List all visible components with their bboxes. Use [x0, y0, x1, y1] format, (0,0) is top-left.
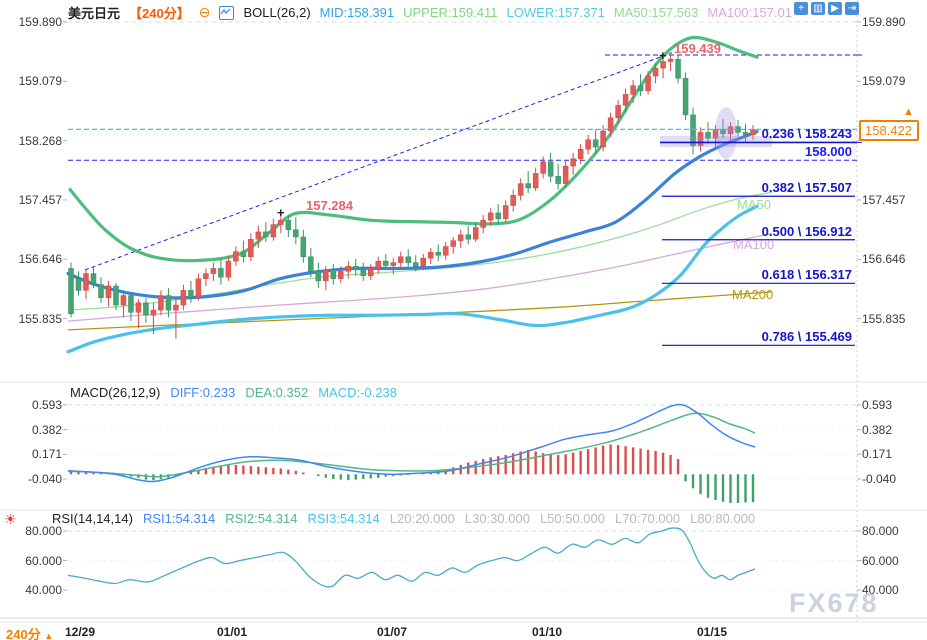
- brand-watermark: FX678: [789, 588, 879, 618]
- indicator-panel-icon[interactable]: ▥: [811, 2, 825, 15]
- boll-indicator-icon[interactable]: [219, 5, 235, 20]
- boll-params-label: BOLL(26,2): [243, 5, 311, 20]
- boll-lower-value: LOWER:157.371: [506, 5, 605, 20]
- chart-toolbar: + ▥ ▶ ⇥: [794, 2, 859, 15]
- macd-dea-value: DEA:0.352: [245, 385, 309, 400]
- macd-diff-value: DIFF:0.233: [170, 385, 236, 400]
- main-chart-header: 美元日元 【240分】 ⊖ BOLL(26,2) MID:158.391 UPP…: [68, 3, 792, 22]
- period-selector[interactable]: 240分 ▲: [6, 624, 53, 640]
- period-label: 240分: [6, 627, 41, 640]
- rsi-level-label: L70:70.000: [615, 511, 681, 526]
- rsi-level-label: L30:30.000: [464, 511, 530, 526]
- circle-minus-icon[interactable]: ⊖: [198, 4, 211, 20]
- anchor-cross-marker: +: [277, 205, 285, 220]
- indicator-settings-sun-icon[interactable]: ☀: [4, 511, 17, 527]
- chart-style-icon[interactable]: ▶: [828, 2, 842, 15]
- price-up-arrow-icon: ▲: [903, 106, 914, 119]
- rsi3-value: RSI3:54.314: [307, 511, 380, 526]
- rsi-level-label: L80:80.000: [690, 511, 756, 526]
- rsi-level-label: L20:20.000: [389, 511, 455, 526]
- boll-mid-value: MID:158.391: [319, 5, 395, 20]
- peak-price-annotation: 159.439: [674, 40, 721, 56]
- pan-crosshair-icon[interactable]: +: [794, 2, 808, 15]
- rsi-title: RSI(14,14,14): [52, 511, 133, 526]
- ma50-value: MA50:157.563: [613, 5, 699, 20]
- macd-hist-value: MACD:-0.238: [318, 385, 397, 400]
- period-dropdown-arrow-icon: ▲: [44, 631, 54, 640]
- rsi1-value: RSI1:54.314: [142, 511, 216, 526]
- symbol-name: 美元日元: [68, 6, 121, 21]
- timeframe-label: 【240分】: [129, 6, 190, 21]
- collapse-panel-icon[interactable]: ⇥: [845, 2, 859, 15]
- rsi-header: RSI(14,14,14) RSI1:54.314 RSI2:54.314 RS…: [52, 511, 755, 526]
- ma100-value: MA100:157.01: [707, 5, 792, 20]
- rsi2-value: RSI2:54.314: [225, 511, 298, 526]
- current-price-box: 158.422: [859, 120, 919, 142]
- swing-price-annotation: 157.284: [306, 198, 353, 213]
- macd-title: MACD(26,12,9): [70, 385, 161, 400]
- rsi-level-label: L50:50.000: [539, 511, 606, 526]
- boll-upper-value: UPPER:159.411: [403, 5, 498, 20]
- anchor-cross-marker: +: [659, 48, 667, 63]
- current-price-value: 158.422: [865, 123, 912, 139]
- macd-header: MACD(26,12,9) DIFF:0.233 DEA:0.352 MACD:…: [70, 385, 397, 400]
